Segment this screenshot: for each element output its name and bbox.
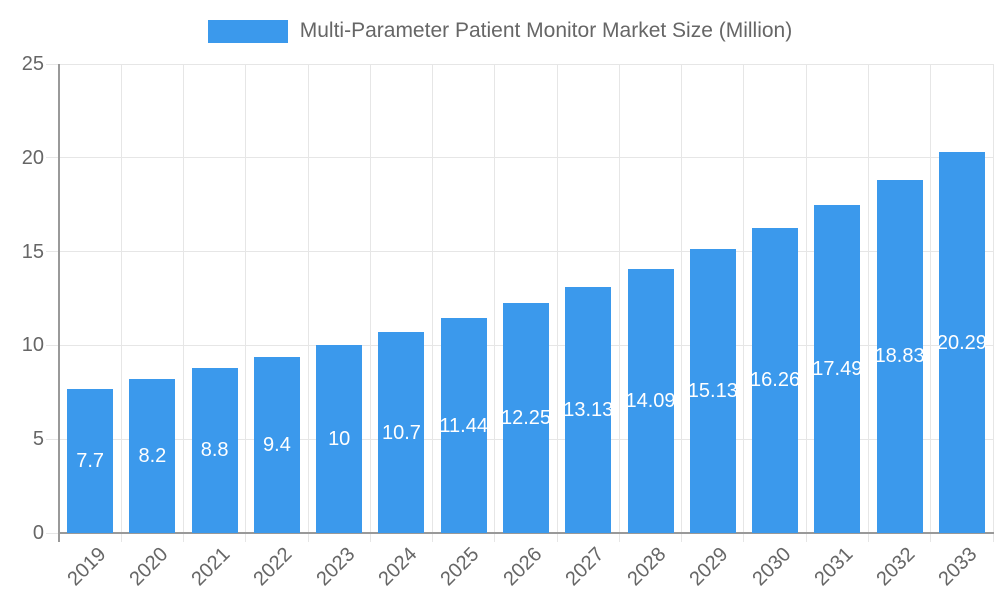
bar-value-label: 10 [328,428,351,451]
y-tick-label: 0 [32,522,44,544]
bar-value-label: 8.2 [138,445,167,468]
x-gridline [992,64,994,542]
x-tick-label: 2023 [312,543,360,591]
bar-2029[interactable] [689,249,736,533]
x-tick-label: 2025 [436,543,484,591]
bar-2027[interactable] [565,286,612,533]
legend[interactable]: Multi-Parameter Patient Monitor Market S… [0,19,1000,43]
x-gridline [369,64,371,542]
x-tick-label: 2028 [623,543,671,591]
x-gridline [556,64,558,542]
x-gridline [930,64,932,542]
x-tick-label: 2022 [249,543,297,591]
x-tick-label: 2032 [872,543,920,591]
x-tick-label: 2024 [374,543,422,591]
bar-value-label: 9.4 [263,433,291,456]
y-gridline [59,157,993,159]
bar-2024[interactable] [378,332,425,533]
legend-label[interactable]: Multi-Parameter Patient Monitor Market S… [299,19,793,42]
bar-value-label: 12.25 [500,407,552,430]
bar-value-label: 15.13 [687,380,738,403]
x-tick-label: 2019 [62,543,110,591]
bar-2026[interactable] [503,303,549,533]
bar-2033[interactable] [938,152,985,533]
bar-2028[interactable] [627,268,674,533]
y-tick-mark [46,63,59,65]
bar-2030[interactable] [752,227,799,533]
bar-2031[interactable] [814,204,861,533]
x-tick-label: 2026 [498,543,546,591]
y-tick-label: 25 [21,53,44,75]
bar-value-label: 7.7 [76,449,105,472]
x-tick-label: 2030 [747,543,795,591]
bar-value-label: 18.83 [874,345,925,368]
x-tick-label: 2029 [685,543,733,591]
bar-value-label: 17.49 [812,357,863,380]
bar-value-label: 14.09 [625,389,676,412]
x-tick-label: 2020 [125,543,173,591]
x-gridline [743,64,745,542]
x-gridline [183,64,185,542]
x-axis-line [58,532,994,534]
x-gridline [494,64,496,542]
y-tick-label: 20 [21,146,44,169]
bar-2021[interactable] [191,367,238,533]
y-tick-mark [46,438,59,440]
x-tick-label: 2021 [187,543,235,591]
x-gridline [867,64,869,542]
bar-value-label: 16.26 [750,369,801,392]
bar-2025[interactable] [440,318,487,533]
y-tick-mark [46,344,59,346]
bar-value-label: 13.13 [563,398,614,421]
y-tick-label: 15 [21,240,44,263]
bar-value-label: 20.29 [936,331,987,354]
x-gridline [805,64,807,542]
x-gridline [307,64,309,542]
x-tick-label: 2033 [934,543,982,591]
x-tick-label: 2027 [561,543,609,591]
y-tick-label: 10 [21,334,44,357]
y-axis-line [58,64,60,542]
bar-2023[interactable] [316,345,363,533]
bar-value-label: 10.7 [381,421,421,444]
bar-2020[interactable] [129,379,176,533]
y-tick-mark [46,251,59,253]
x-gridline [245,64,247,542]
bar-value-label: 11.44 [439,414,488,437]
x-gridline [120,64,122,542]
x-tick-label: 2031 [810,543,858,591]
y-gridline [59,63,993,65]
x-gridline [432,64,434,542]
legend-swatch[interactable] [207,19,288,43]
y-tick-mark [46,157,59,159]
bar-value-label: 8.8 [200,439,229,462]
bar-2022[interactable] [253,356,300,533]
bar-2019[interactable] [67,388,114,533]
y-tick-label: 5 [32,428,44,451]
y-tick-mark [46,532,59,534]
x-gridline [618,64,620,542]
bar-2032[interactable] [876,179,923,533]
y-gridline [59,251,993,253]
x-gridline [681,64,683,542]
